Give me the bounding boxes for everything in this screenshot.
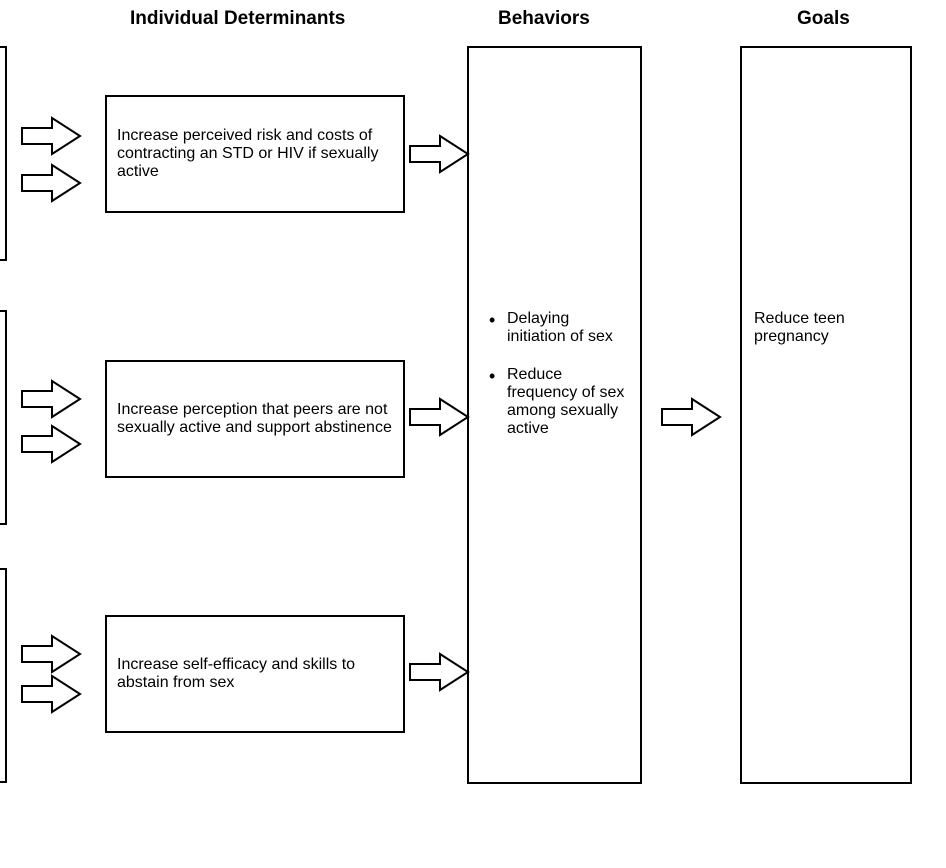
behavior-text-2: Reduce frequency of sex among sexually a… [507, 366, 624, 437]
behavior-text-1: Delaying initiation of sex [507, 310, 613, 345]
determinant-text-2: Increase perception that peers are not s… [117, 401, 393, 437]
behavior-item-2: Reduce frequency of sex among sexually a… [489, 366, 626, 438]
left-partial-box-3 [0, 568, 7, 783]
left-partial-box-1 [0, 46, 7, 261]
arrow-10 [660, 397, 722, 437]
arrow-5 [20, 424, 82, 464]
header-behaviors: Behaviors [498, 8, 590, 30]
left-partial-box-2 [0, 310, 7, 525]
determinant-box-2: Increase perception that peers are not s… [105, 360, 405, 478]
determinant-box-1: Increase perceived risk and costs of con… [105, 95, 405, 213]
arrow-2 [20, 163, 82, 203]
behaviors-list: Delaying initiation of sex Reduce freque… [489, 310, 626, 458]
arrow-9 [408, 652, 470, 692]
arrow-1 [20, 116, 82, 156]
arrow-4 [20, 379, 82, 419]
header-goals: Goals [797, 8, 850, 30]
determinant-text-3: Increase self-efficacy and skills to abs… [117, 656, 393, 692]
determinant-box-3: Increase self-efficacy and skills to abs… [105, 615, 405, 733]
arrow-3 [408, 134, 470, 174]
header-determinants: Individual Determinants [130, 8, 345, 30]
goals-box: Reduce teen pregnancy [740, 46, 912, 784]
arrow-6 [408, 397, 470, 437]
determinant-text-1: Increase perceived risk and costs of con… [117, 127, 393, 181]
arrow-8 [20, 674, 82, 714]
behaviors-box: Delaying initiation of sex Reduce freque… [467, 46, 642, 784]
behavior-item-1: Delaying initiation of sex [489, 310, 626, 346]
goals-text: Reduce teen pregnancy [754, 310, 898, 346]
arrow-7 [20, 634, 82, 674]
